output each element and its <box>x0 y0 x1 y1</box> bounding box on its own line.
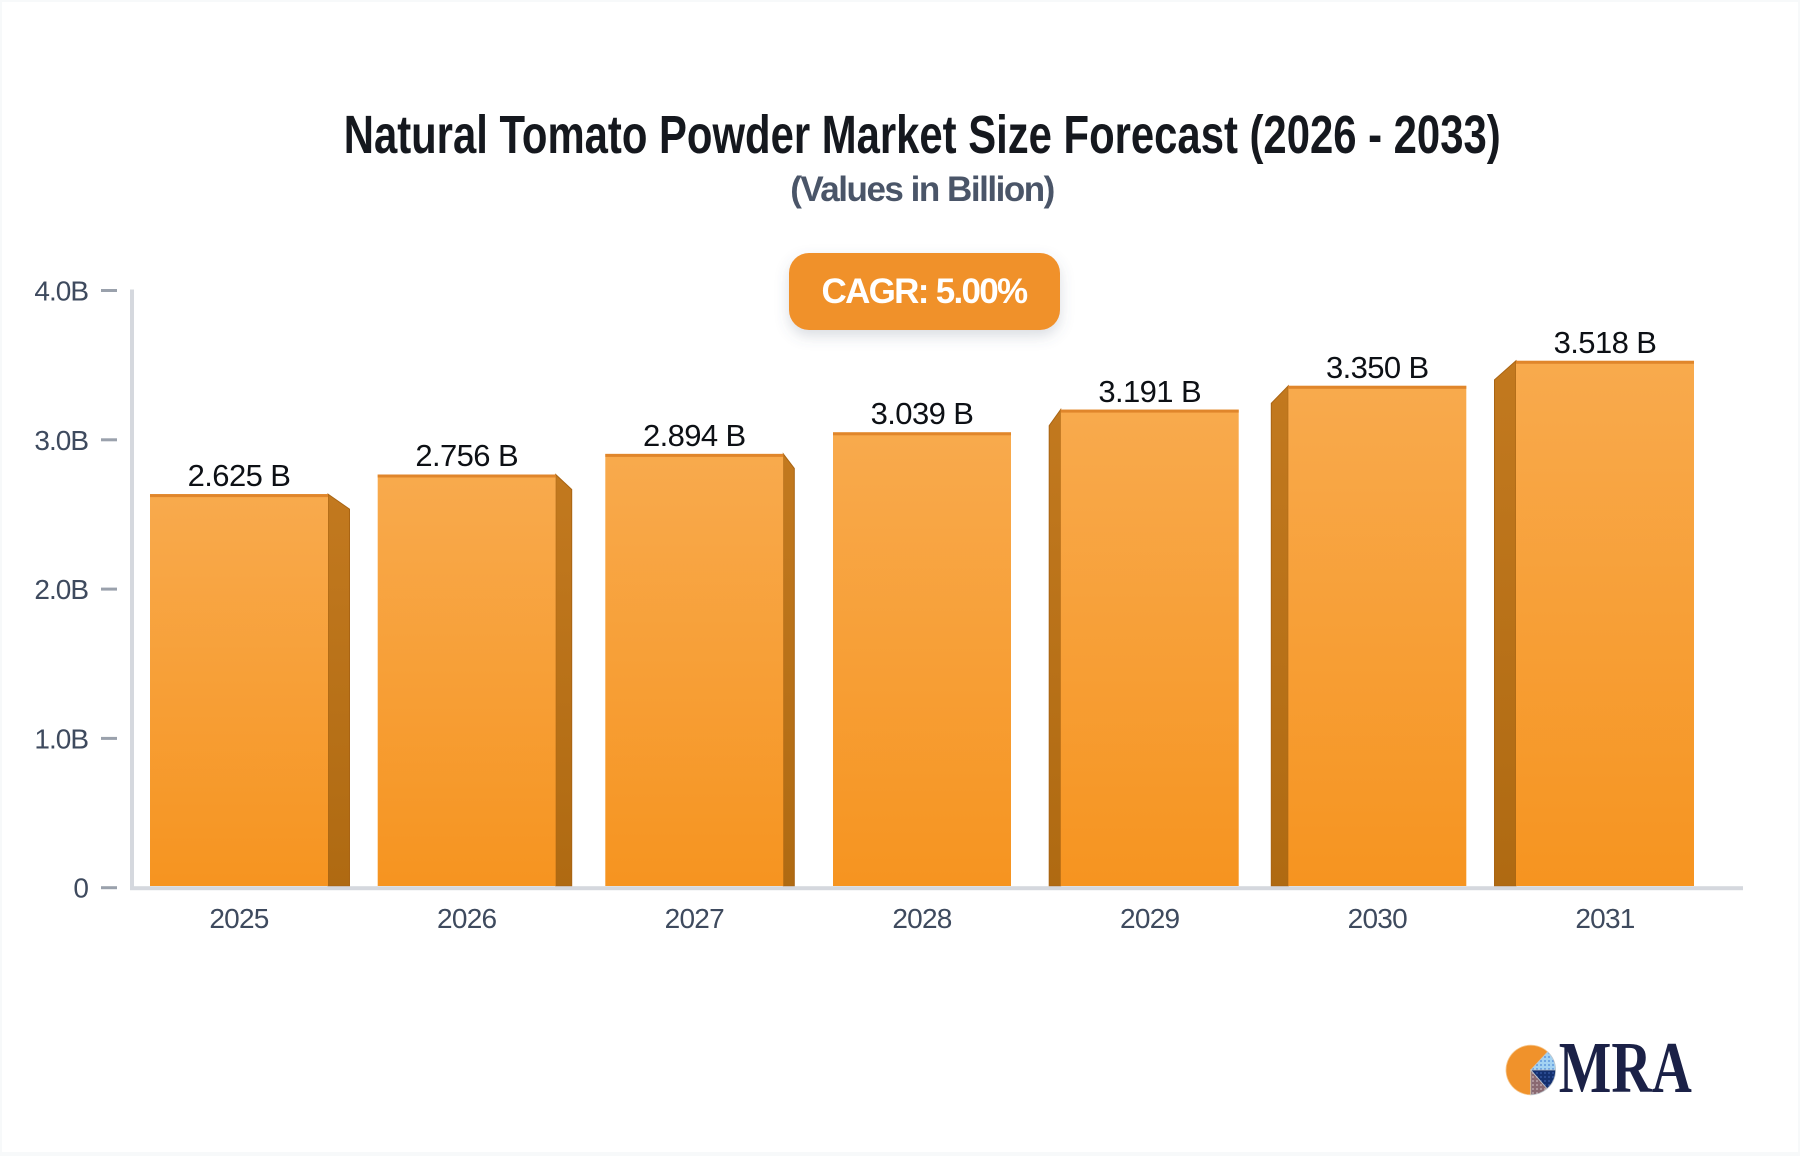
svg-text:0: 0 <box>73 873 88 904</box>
svg-text:3.0B: 3.0B <box>34 425 88 456</box>
svg-text:2030: 2030 <box>1348 903 1407 934</box>
svg-text:2025: 2025 <box>209 903 268 934</box>
svg-text:1.0B: 1.0B <box>34 723 88 754</box>
svg-text:3.350 B: 3.350 B <box>1326 350 1429 385</box>
svg-text:2029: 2029 <box>1120 903 1179 934</box>
svg-text:2.756 B: 2.756 B <box>415 438 518 473</box>
svg-text:2.625 B: 2.625 B <box>188 458 291 493</box>
svg-text:2031: 2031 <box>1575 903 1634 934</box>
svg-text:CAGR: 5.00%: CAGR: 5.00% <box>822 272 1029 311</box>
svg-text:2.0B: 2.0B <box>34 574 88 605</box>
svg-text:MRA: MRA <box>1559 1028 1692 1109</box>
svg-text:2027: 2027 <box>665 903 724 934</box>
svg-text:(Values in Billion): (Values in Billion) <box>790 170 1054 209</box>
svg-text:3.039 B: 3.039 B <box>871 396 974 431</box>
svg-text:2028: 2028 <box>892 903 951 934</box>
svg-text:2.894 B: 2.894 B <box>643 418 746 453</box>
svg-text:4.0B: 4.0B <box>34 276 88 307</box>
svg-text:3.191 B: 3.191 B <box>1098 374 1201 409</box>
svg-text:3.518 B: 3.518 B <box>1554 325 1657 360</box>
svg-text:2026: 2026 <box>437 903 496 934</box>
svg-text:Natural Tomato Powder Market S: Natural Tomato Powder Market Size Foreca… <box>344 105 1501 165</box>
